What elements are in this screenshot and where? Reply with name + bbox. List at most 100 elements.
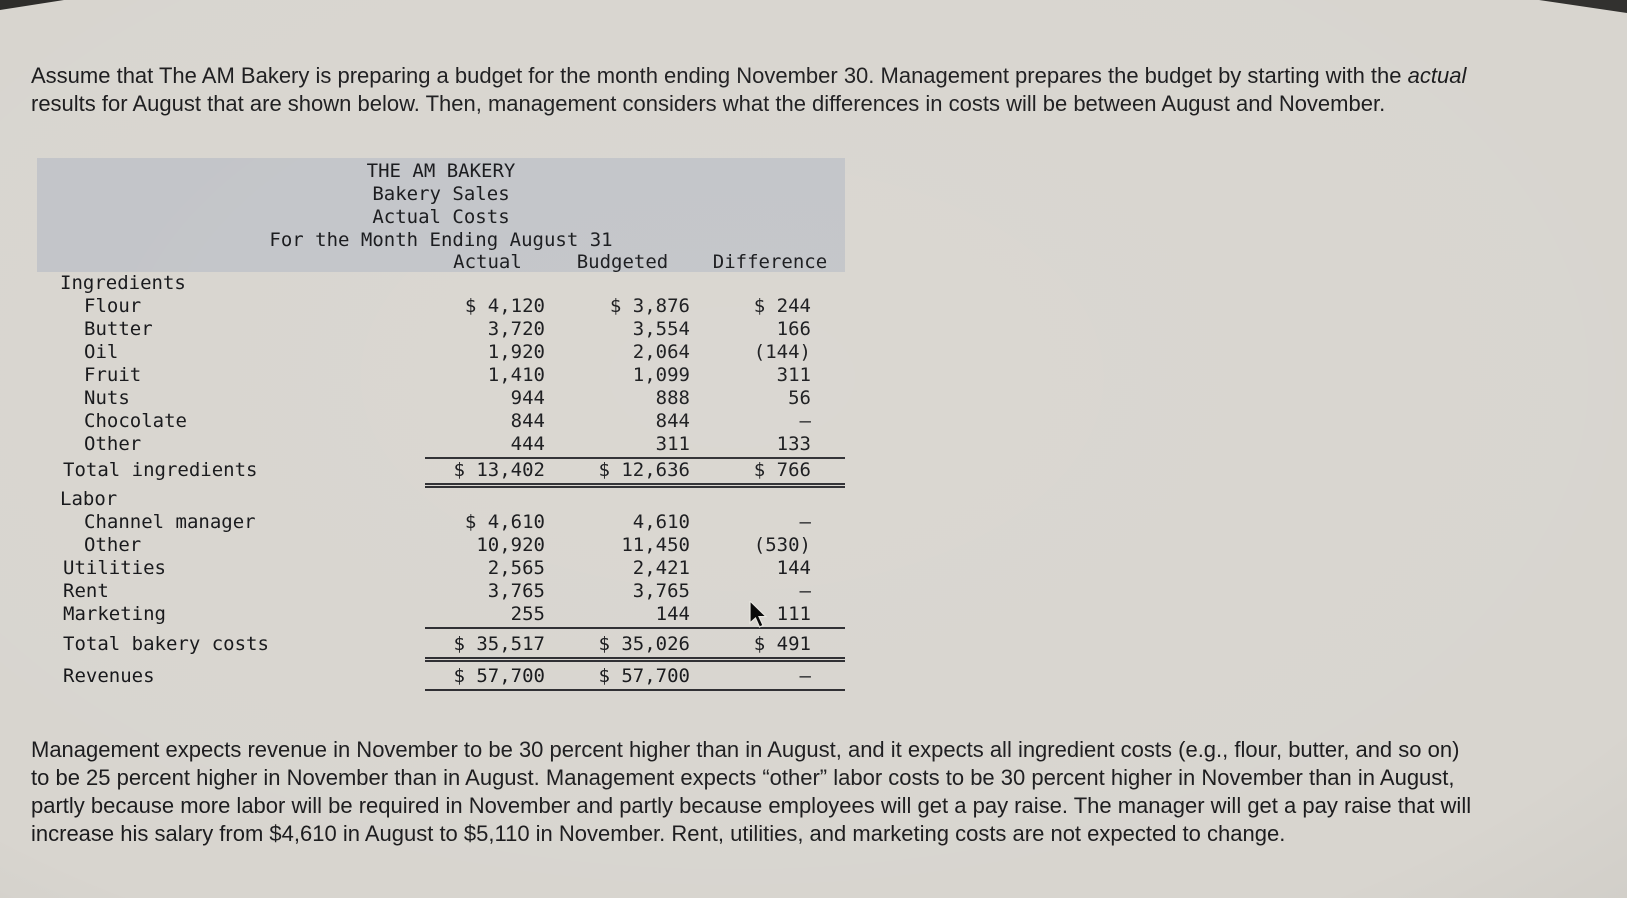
table-row-fruit: Fruit 1,410 1,099 311	[37, 364, 845, 387]
row-label: Rent	[63, 580, 109, 602]
table-row-total-bakery-costs: Total bakery costs $ 35,517 $ 35,026 $ 491	[37, 633, 845, 662]
cell-budgeted: 2,421	[632, 557, 690, 579]
cell-difference: –	[799, 665, 811, 687]
cell-difference: –	[799, 580, 811, 602]
cell-actual: 444	[510, 433, 545, 455]
cell-actual: 2,565	[487, 557, 545, 579]
table-row-utilities: Utilities 2,565 2,421 144	[37, 557, 845, 580]
cell-budgeted: $ 57,700	[598, 665, 690, 687]
cell-actual: $ 4,610	[464, 511, 545, 533]
cell-budgeted: 4,610	[632, 511, 690, 533]
cell-actual: $ 4,120	[464, 295, 545, 317]
cell-budgeted: 888	[655, 387, 690, 409]
cell-difference: $ 244	[753, 295, 811, 317]
mouse-cursor-icon	[748, 599, 770, 636]
table-row-nuts: Nuts 944 888 56	[37, 387, 845, 410]
cell-difference: $ 491	[753, 633, 811, 655]
cell-budgeted: 1,099	[632, 364, 690, 386]
table-row-other-ingredients: Other 444 311 133	[37, 433, 845, 459]
cell-actual	[425, 488, 550, 511]
actual-costs-table: THE AM BAKERY Bakery Sales Actual Costs …	[37, 158, 845, 691]
table-row-flour: Flour $ 4,120 $ 3,876 $ 244	[37, 295, 845, 318]
cell-budgeted: 144	[655, 603, 690, 625]
table-title-type: Actual Costs	[372, 206, 510, 228]
column-header-row: Actual Budgeted Difference	[37, 252, 845, 272]
cell-difference: 311	[776, 364, 811, 386]
cell-budgeted: 3,765	[632, 580, 690, 602]
cell-actual: 3,720	[487, 318, 545, 340]
table-row-other-labor: Other 10,920 11,450 (530)	[37, 534, 845, 557]
row-label: Utilities	[63, 557, 166, 579]
cell-budgeted: 311	[655, 433, 690, 455]
photo-corner-artifact	[0, 0, 64, 10]
cell-budgeted: $ 12,636	[598, 459, 690, 481]
table-row-butter: Butter 3,720 3,554 166	[37, 318, 845, 341]
row-label: Revenues	[63, 665, 155, 687]
cell-actual: 1,410	[487, 364, 545, 386]
cell-difference: 56	[788, 387, 811, 409]
cell-actual: 844	[510, 410, 545, 432]
intro-text-emphasis: actual	[1407, 63, 1467, 88]
table-header: THE AM BAKERY Bakery Sales Actual Costs …	[37, 158, 845, 272]
table-row-channel-manager: Channel manager $ 4,610 4,610 –	[37, 511, 845, 534]
row-label: Marketing	[63, 603, 166, 625]
cell-actual: 255	[510, 603, 545, 625]
cell-difference: –	[799, 511, 811, 533]
row-label: Other	[84, 534, 142, 556]
table-row-oil: Oil 1,920 2,064 (144)	[37, 341, 845, 364]
cell-difference: (144)	[753, 341, 811, 363]
column-header-budgeted: Budgeted	[576, 251, 669, 273]
cell-difference: 111	[776, 603, 811, 625]
column-header-actual: Actual	[453, 251, 522, 273]
cell-budgeted: 2,064	[632, 341, 690, 363]
cell-budgeted	[550, 488, 695, 511]
cell-actual: 3,765	[487, 580, 545, 602]
row-label: Labor	[60, 488, 118, 510]
cell-difference: 133	[776, 433, 811, 455]
row-label: Oil	[84, 341, 119, 363]
cell-difference: –	[799, 410, 811, 432]
row-label: Fruit	[84, 364, 142, 386]
row-label: Total bakery costs	[63, 633, 269, 655]
column-header-spacer	[37, 252, 425, 272]
cell-budgeted: 11,450	[621, 534, 690, 556]
table-row-marketing: Marketing 255 144 111	[37, 603, 845, 629]
cell-actual: $ 35,517	[453, 633, 545, 655]
row-label: Other	[84, 433, 142, 455]
cell-budgeted: $ 3,876	[609, 295, 690, 317]
row-label: Butter	[84, 318, 153, 340]
cell-difference: (530)	[753, 534, 811, 556]
cell-budgeted: 3,554	[632, 318, 690, 340]
table-row-labor-header: Labor	[37, 488, 845, 511]
row-label: Chocolate	[84, 410, 187, 432]
cell-actual: 944	[510, 387, 545, 409]
row-label: Ingredients	[60, 272, 186, 294]
cell-actual: 1,920	[487, 341, 545, 363]
row-label: Flour	[84, 295, 142, 317]
row-label: Channel manager	[84, 511, 256, 533]
table-row-total-ingredients: Total ingredients $ 13,402 $ 12,636 $ 766	[37, 459, 845, 488]
intro-paragraph: Assume that The AM Bakery is preparing a…	[31, 62, 1481, 118]
table-row-ingredients-header: Ingredients	[37, 272, 845, 295]
table-title-subject: Bakery Sales	[372, 183, 510, 205]
row-label: Total ingredients	[63, 459, 258, 481]
cell-budgeted: 844	[655, 410, 690, 432]
outro-paragraph: Management expects revenue in November t…	[31, 737, 1472, 846]
cell-actual: $ 57,700	[453, 665, 545, 687]
intro-text-part1: Assume that The AM Bakery is preparing a…	[31, 63, 1408, 88]
table-title-company: THE AM BAKERY	[366, 160, 516, 182]
cell-actual: 10,920	[476, 534, 545, 556]
table-row-revenues: Revenues $ 57,700 $ 57,700 –	[37, 665, 845, 691]
cell-difference	[695, 488, 845, 511]
intro-text-part2: results for August that are shown below.…	[31, 91, 1386, 116]
cell-actual	[425, 272, 550, 295]
row-label: Nuts	[84, 387, 130, 409]
table-body: Ingredients Flour $ 4,120 $ 3,876 $ 244 Bu…	[37, 272, 845, 691]
cell-budgeted	[550, 272, 695, 295]
cell-budgeted: $ 35,026	[598, 633, 690, 655]
table-row-chocolate: Chocolate 844 844 –	[37, 410, 845, 433]
table-title-period: For the Month Ending August 31	[269, 229, 613, 251]
table-row-rent: Rent 3,765 3,765 –	[37, 580, 845, 603]
cell-difference: 166	[776, 318, 811, 340]
column-header-difference: Difference	[712, 251, 828, 273]
